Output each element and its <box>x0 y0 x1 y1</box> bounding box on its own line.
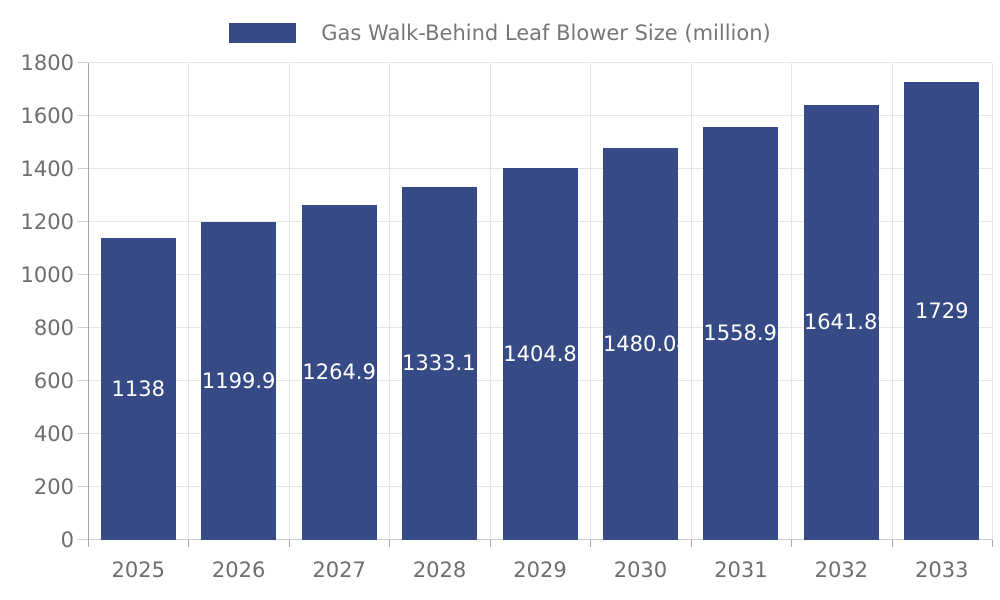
bar-value-label: 1480.04 <box>602 331 678 356</box>
x-axis-tick-label: 2027 <box>312 558 366 582</box>
x-axis-tick-mark <box>992 540 993 547</box>
x-axis-tick-label: 2033 <box>915 558 969 582</box>
bar-value-label: 1729 <box>915 298 969 323</box>
gridline-vertical <box>188 63 189 540</box>
x-axis-tick-mark <box>691 540 692 547</box>
y-axis-tick-label: 800 <box>33 316 74 340</box>
bar[interactable]: 1199.9 <box>201 222 277 540</box>
gridline-vertical <box>892 63 893 540</box>
x-axis-tick-label: 2025 <box>111 558 165 582</box>
bar[interactable]: 1138 <box>100 238 176 540</box>
y-axis-tick-mark <box>78 221 88 222</box>
bar[interactable]: 1264.9 <box>301 204 377 540</box>
x-axis-tick-mark <box>389 540 390 547</box>
x-axis-tick-mark <box>791 540 792 547</box>
y-axis-tick-label: 1200 <box>20 210 74 234</box>
y-axis-tick-mark <box>78 327 88 328</box>
x-axis-tick-label: 2029 <box>513 558 567 582</box>
bar[interactable]: 1558.94 <box>703 126 779 540</box>
x-axis-tick-mark <box>289 540 290 547</box>
gridline-vertical <box>691 63 692 540</box>
gridline-vertical <box>289 63 290 540</box>
y-axis-tick-label: 200 <box>33 475 74 499</box>
gridline-vertical <box>590 63 591 540</box>
y-axis-tick-mark <box>78 274 88 275</box>
bar-value-label: 1404.8 <box>503 341 577 366</box>
gridline-vertical <box>992 63 993 540</box>
bar[interactable]: 1641.89 <box>803 104 879 540</box>
bar[interactable]: 1729 <box>904 81 980 540</box>
bar-value-label: 1333.15 <box>402 351 477 376</box>
legend-swatch <box>229 23 297 43</box>
bar-value-label: 1199.9 <box>201 369 276 393</box>
y-axis-tick-mark <box>78 168 88 169</box>
bar-value-label: 1138 <box>111 377 165 402</box>
y-axis-tick-mark <box>78 486 88 487</box>
x-axis-tick-label: 2026 <box>211 558 266 582</box>
gridline-horizontal <box>88 62 992 63</box>
y-axis-tick-mark <box>78 115 88 116</box>
bar-value-label: 1264.9 <box>302 360 376 385</box>
y-axis-tick-mark <box>78 380 88 381</box>
gridline-vertical <box>490 63 491 540</box>
y-axis-tick-mark <box>78 539 88 540</box>
x-axis-tick-mark <box>188 540 189 547</box>
x-axis-tick-label: 2031 <box>714 558 768 582</box>
y-axis-line <box>88 63 89 547</box>
bar[interactable]: 1480.04 <box>602 147 678 540</box>
y-axis-tick-label: 1800 <box>20 51 74 75</box>
bar-value-label: 1641.89 <box>803 310 879 335</box>
y-axis-tick-label: 1000 <box>20 263 74 287</box>
y-axis-tick-label: 400 <box>33 422 74 446</box>
gridline-vertical <box>791 63 792 540</box>
x-axis-tick-label: 2030 <box>613 558 668 582</box>
x-axis-tick-mark <box>892 540 893 547</box>
x-axis-tick-label: 2032 <box>814 558 869 582</box>
y-axis-tick-label: 1600 <box>20 104 74 128</box>
bar[interactable]: 1333.15 <box>402 186 478 540</box>
y-axis-tick-label: 0 <box>60 528 74 552</box>
legend[interactable]: Gas Walk-Behind Leaf Blower Size (millio… <box>0 20 1000 46</box>
bar-value-label: 1558.94 <box>703 321 778 346</box>
x-axis-tick-mark <box>490 540 491 547</box>
y-axis-tick-mark <box>78 62 88 63</box>
y-axis-tick-label: 1400 <box>20 157 74 181</box>
gridline-vertical <box>389 63 390 540</box>
x-axis-tick-label: 2028 <box>412 558 467 582</box>
x-axis-tick-mark <box>590 540 591 547</box>
gridline-horizontal <box>88 115 992 116</box>
y-axis-tick-label: 600 <box>33 369 74 393</box>
legend-label: Gas Walk-Behind Leaf Blower Size (millio… <box>321 21 771 45</box>
bar[interactable]: 1404.8 <box>502 167 578 540</box>
y-axis-tick-mark <box>78 433 88 434</box>
